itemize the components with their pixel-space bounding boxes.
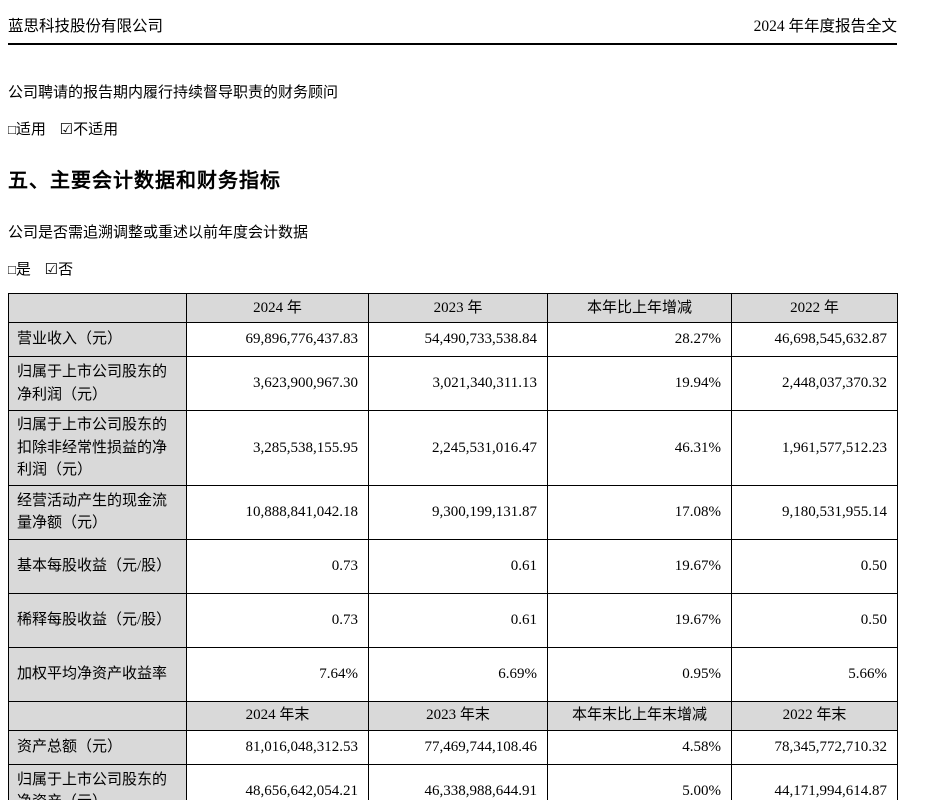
value-cell: 6.69% (368, 646, 548, 702)
row-label-cell: 营业收入（元） (8, 322, 187, 357)
value-cell: 1,961,577,512.23 (731, 410, 898, 486)
section-heading: 五、主要会计数据和财务指标 (8, 170, 281, 192)
period-end-header-row: 2024 年末 2023 年末 本年末比上年末增减 2022 年末 (8, 700, 898, 731)
table-row-revenue: 营业收入（元） 69,896,776,437.83 54,490,733,538… (8, 322, 898, 357)
value-cell: 3,285,538,155.95 (186, 410, 369, 486)
value-cell: 17.08% (547, 484, 732, 540)
value-cell: 78,345,772,710.32 (731, 729, 898, 765)
value-cell: 10,888,841,042.18 (186, 484, 369, 540)
row-label-cell: 归属于上市公司股东的扣除非经常性损益的净利润（元） (8, 410, 187, 486)
value-cell: 2,245,531,016.47 (368, 410, 548, 486)
value-cell: 9,300,199,131.87 (368, 484, 548, 540)
checkbox-checked-icon: ☑ (59, 122, 74, 138)
option-yes: □是 (8, 262, 31, 278)
value-cell: 44,171,994,614.87 (731, 763, 898, 800)
option-no: ☑否 (45, 262, 73, 278)
report-title: 2024 年年度报告全文 (753, 18, 897, 35)
option-applicable: □适用 (8, 122, 46, 138)
value-cell: 19.67% (547, 592, 732, 648)
value-cell: 5.66% (731, 646, 898, 702)
key-financials-table: 2024 年 2023 年 本年比上年增减 2022 年 营业收入（元） 69,… (8, 293, 898, 800)
value-cell: 0.73 (186, 592, 369, 648)
option-label: 是 (15, 262, 31, 278)
table-row-total-assets: 资产总额（元） 81,016,048,312.53 77,469,744,108… (8, 729, 898, 765)
value-cell: 4.58% (547, 729, 732, 765)
header-cell-yoy-change: 本年比上年增减 (547, 293, 732, 323)
running-header: 蓝思科技股份有限公司 2024 年年度报告全文 (8, 0, 897, 45)
table-row-net-profit-excl-nonrecurring: 归属于上市公司股东的扣除非经常性损益的净利润（元） 3,285,538,155.… (8, 410, 898, 486)
value-cell: 3,623,900,967.30 (186, 356, 369, 411)
table-row-weighted-avg-roe: 加权平均净资产收益率 7.64% 6.69% 0.95% 5.66% (8, 646, 898, 702)
value-cell: 19.94% (547, 356, 732, 411)
value-cell: 28.27% (547, 322, 732, 357)
header-cell-2023-end: 2023 年末 (368, 700, 548, 731)
restate-question: 公司是否需追溯调整或重述以前年度会计数据 (8, 225, 309, 241)
value-cell: 0.61 (368, 592, 548, 648)
header-cell-2023: 2023 年 (368, 293, 548, 323)
value-cell: 46,338,988,644.91 (368, 763, 548, 800)
value-cell: 54,490,733,538.84 (368, 322, 548, 357)
advisor-applicability-options: □适用 ☑不适用 (8, 118, 897, 139)
value-cell: 81,016,048,312.53 (186, 729, 369, 765)
option-label: 不适用 (73, 122, 119, 138)
row-label-cell: 资产总额（元） (8, 729, 187, 765)
value-cell: 46,698,545,632.87 (731, 322, 898, 357)
value-cell: 19.67% (547, 538, 732, 594)
checkbox-unchecked-icon: □ (8, 122, 16, 137)
annual-header-row: 2024 年 2023 年 本年比上年增减 2022 年 (8, 293, 898, 323)
table-row-diluted-eps: 稀释每股收益（元/股） 0.73 0.61 19.67% 0.50 (8, 592, 898, 648)
row-label-cell: 稀释每股收益（元/股） (8, 592, 187, 648)
checkbox-unchecked-icon: □ (8, 262, 16, 277)
header-cell-2024-end: 2024 年末 (186, 700, 369, 731)
value-cell: 77,469,744,108.46 (368, 729, 548, 765)
advisor-statement: 公司聘请的报告期内履行持续督导职责的财务顾问 (8, 85, 339, 101)
restate-options: □是 ☑否 (8, 258, 897, 279)
header-cell-2024: 2024 年 (186, 293, 369, 323)
table-row-basic-eps: 基本每股收益（元/股） 0.73 0.61 19.67% 0.50 (8, 538, 898, 594)
value-cell: 69,896,776,437.83 (186, 322, 369, 357)
option-label: 否 (58, 262, 74, 278)
header-cell-2022-end: 2022 年末 (731, 700, 898, 731)
header-cell-end-change: 本年末比上年末增减 (547, 700, 732, 731)
table-row-operating-cash-flow: 经营活动产生的现金流量净额（元） 10,888,841,042.18 9,300… (8, 484, 898, 540)
header-cell-blank (8, 700, 187, 731)
company-name: 蓝思科技股份有限公司 (8, 18, 164, 35)
row-label-cell: 经营活动产生的现金流量净额（元） (8, 484, 187, 540)
option-label: 适用 (15, 122, 46, 138)
value-cell: 2,448,037,370.32 (731, 356, 898, 411)
table-row-net-assets: 归属于上市公司股东的净资产（元） 48,656,642,054.21 46,33… (8, 763, 898, 800)
option-not-applicable: ☑不适用 (60, 122, 118, 138)
value-cell: 0.50 (731, 538, 898, 594)
value-cell: 48,656,642,054.21 (186, 763, 369, 800)
value-cell: 0.50 (731, 592, 898, 648)
value-cell: 3,021,340,311.13 (368, 356, 548, 411)
row-label-cell: 归属于上市公司股东的净利润（元） (8, 356, 187, 411)
row-label-cell: 加权平均净资产收益率 (8, 646, 187, 702)
value-cell: 9,180,531,955.14 (731, 484, 898, 540)
checkbox-checked-icon: ☑ (44, 262, 59, 278)
value-cell: 0.61 (368, 538, 548, 594)
header-cell-2022: 2022 年 (731, 293, 898, 323)
value-cell: 5.00% (547, 763, 732, 800)
value-cell: 46.31% (547, 410, 732, 486)
table-row-net-profit: 归属于上市公司股东的净利润（元） 3,623,900,967.30 3,021,… (8, 356, 898, 411)
value-cell: 0.73 (186, 538, 369, 594)
value-cell: 7.64% (186, 646, 369, 702)
header-cell-blank (8, 293, 187, 323)
value-cell: 0.95% (547, 646, 732, 702)
row-label-cell: 基本每股收益（元/股） (8, 538, 187, 594)
row-label-cell: 归属于上市公司股东的净资产（元） (8, 763, 187, 800)
